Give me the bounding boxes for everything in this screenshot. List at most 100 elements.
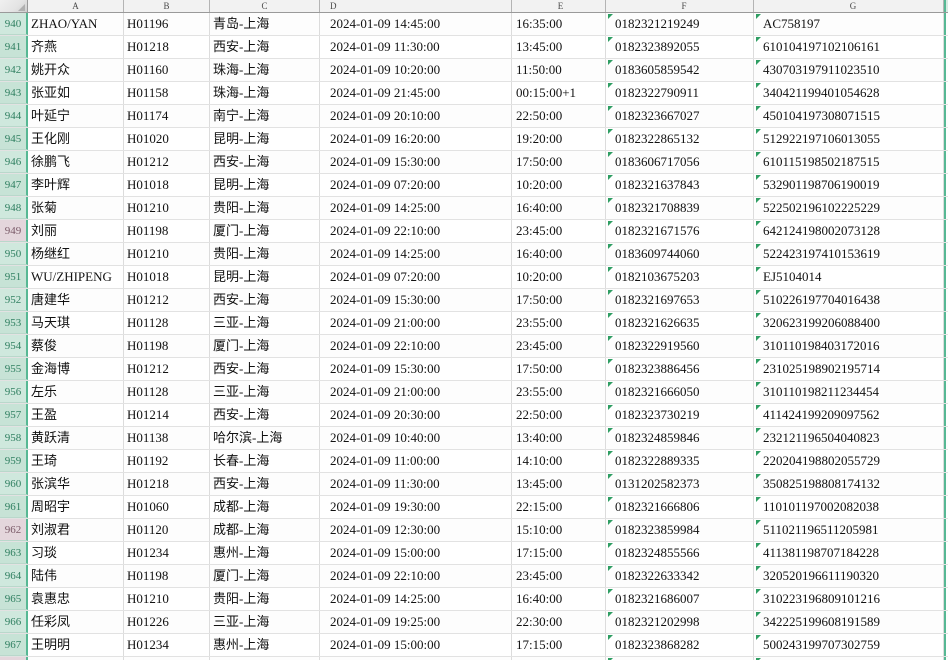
cell-departure-datetime[interactable]: 2024-01-09 11:30:00 <box>320 36 512 58</box>
cell-ticket-number[interactable]: 0182323892055 <box>606 36 754 58</box>
cell-ticket-number[interactable]: 0182322790911 <box>606 82 754 104</box>
cell-id-number[interactable]: 110101197002082038 <box>754 496 944 518</box>
cell-flight-code[interactable]: H01160 <box>124 59 210 81</box>
cell-route[interactable]: 珠海-上海 <box>210 82 320 104</box>
cell-departure-datetime[interactable]: 2024-01-09 15:30:00 <box>320 151 512 173</box>
column-header-e[interactable]: E <box>512 0 606 12</box>
cell-phone-number[interactable]: 13818390 <box>944 335 948 357</box>
cell-route[interactable]: 贵阳-上海 <box>210 197 320 219</box>
cell-flight-code[interactable]: H01210 <box>124 197 210 219</box>
row-header[interactable]: 954 <box>0 335 28 357</box>
table-row[interactable]: 955 金海博 H01212 西安-上海 2024-01-09 15:30:00 17:5… <box>0 358 948 381</box>
cell-flight-code[interactable]: H01234 <box>124 542 210 564</box>
cell-departure-datetime[interactable]: 2024-01-09 14:45:00 <box>320 13 512 35</box>
row-header[interactable]: 942 <box>0 59 28 81</box>
cell-ticket-number[interactable]: 0182321666806 <box>606 496 754 518</box>
row-header[interactable]: 949 <box>0 220 28 242</box>
cell-phone-number[interactable]: 15555361 <box>944 82 948 104</box>
cell-passenger-name[interactable]: 袁惠忠 <box>28 588 124 610</box>
table-row[interactable]: 943 张亚如 H01158 珠海-上海 2024-01-09 21:45:00 00:1… <box>0 82 948 105</box>
cell-ticket-number[interactable]: 0182321626635 <box>606 312 754 334</box>
cell-passenger-name[interactable]: 任彩凤 <box>28 611 124 633</box>
column-header-f[interactable]: F <box>606 0 754 12</box>
row-header[interactable]: 948 <box>0 197 28 219</box>
cell-phone-number[interactable]: 17381460 <box>944 519 948 541</box>
cell-phone-number[interactable]: 13862797 <box>944 312 948 334</box>
cell-route[interactable]: 珠海-上海 <box>210 59 320 81</box>
cell-id-number[interactable]: 310110198403172016 <box>754 335 944 357</box>
cell-phone-number[interactable]: 13459287 <box>944 473 948 495</box>
row-header[interactable]: 955 <box>0 358 28 380</box>
cell-id-number[interactable]: 512922197106013055 <box>754 128 944 150</box>
cell-flight-code[interactable]: H01210 <box>124 588 210 610</box>
cell-route[interactable]: 西安-上海 <box>210 151 320 173</box>
cell-ticket-number[interactable]: 0182321671576 <box>606 220 754 242</box>
cell-arrival-time[interactable]: 16:35:00 <box>512 13 606 35</box>
cell-id-number[interactable]: 500243199707302759 <box>754 634 944 656</box>
cell-id-number[interactable]: 350124199308254021 <box>754 657 944 660</box>
cell-passenger-name[interactable]: 金海博 <box>28 358 124 380</box>
cell-ticket-number[interactable]: 0182321219249 <box>606 13 754 35</box>
cell-arrival-time[interactable]: 23:55:00 <box>512 381 606 403</box>
table-row[interactable]: 961 周昭宇 H01060 成都-上海 2024-01-09 19:30:00 22:1… <box>0 496 948 519</box>
cell-flight-code[interactable]: H01192 <box>124 450 210 472</box>
cell-id-number[interactable]: 411424199209097562 <box>754 404 944 426</box>
cell-departure-datetime[interactable]: 2024-01-09 20:30:00 <box>320 404 512 426</box>
cell-id-number[interactable]: 232121196504040823 <box>754 427 944 449</box>
table-row[interactable]: 957 王盈 H01214 西安-上海 2024-01-09 20:30:00 22:50… <box>0 404 948 427</box>
cell-arrival-time[interactable]: 13:40:00 <box>512 427 606 449</box>
cell-flight-code[interactable]: H01122 <box>124 657 210 660</box>
cell-passenger-name[interactable]: WU/ZHIPENG <box>28 266 124 288</box>
table-row[interactable]: 953 马天琪 H01128 三亚-上海 2024-01-09 21:00:00 23:5… <box>0 312 948 335</box>
cell-id-number[interactable]: 411381198707184228 <box>754 542 944 564</box>
cell-arrival-time[interactable]: 13:45:00 <box>512 36 606 58</box>
table-row[interactable]: 950 杨继红 H01210 贵阳-上海 2024-01-09 14:25:00 16:4… <box>0 243 948 266</box>
cell-route[interactable]: 贵阳-上海 <box>210 243 320 265</box>
cell-departure-datetime[interactable]: 2024-01-09 22:10:00 <box>320 565 512 587</box>
table-row[interactable]: 963 习琰 H01234 惠州-上海 2024-01-09 15:00:00 17:15… <box>0 542 948 565</box>
cell-flight-code[interactable]: H01158 <box>124 82 210 104</box>
cell-passenger-name[interactable]: 张亚如 <box>28 82 124 104</box>
cell-departure-datetime[interactable]: 2024-01-09 12:30:00 <box>320 519 512 541</box>
cell-passenger-name[interactable]: 马天琪 <box>28 312 124 334</box>
cell-phone-number[interactable]: 13781567 <box>944 404 948 426</box>
cell-ticket-number[interactable]: 0183605859542 <box>606 59 754 81</box>
cell-passenger-name[interactable]: 杨继红 <box>28 243 124 265</box>
table-row[interactable]: 966 任彩凤 H01226 三亚-上海 2024-01-09 19:25:00 22:3… <box>0 611 948 634</box>
cell-departure-datetime[interactable]: 2024-01-09 21:45:00 <box>320 82 512 104</box>
row-header[interactable]: 960 <box>0 473 28 495</box>
table-row[interactable]: 947 李叶辉 H01018 昆明-上海 2024-01-09 07:20:00 10:2… <box>0 174 948 197</box>
cell-passenger-name[interactable]: 刘淑君 <box>28 519 124 541</box>
cell-arrival-time[interactable]: 23:55:00 <box>512 312 606 334</box>
cell-departure-datetime[interactable]: 2024-01-09 14:25:00 <box>320 243 512 265</box>
table-row[interactable]: 946 徐鹏飞 H01212 西安-上海 2024-01-09 15:30:00 17:5… <box>0 151 948 174</box>
cell-ticket-number[interactable]: 0182323667027 <box>606 105 754 127</box>
cell-route[interactable]: 厦门-上海 <box>210 565 320 587</box>
cell-phone-number[interactable]: 15655317 <box>944 611 948 633</box>
cell-id-number[interactable]: 511021196511205981 <box>754 519 944 541</box>
cell-passenger-name[interactable]: 张滨华 <box>28 473 124 495</box>
cell-passenger-name[interactable]: 王琦 <box>28 450 124 472</box>
cell-route[interactable]: 厦门-上海 <box>210 335 320 357</box>
cell-id-number[interactable]: 532901198706190019 <box>754 174 944 196</box>
cell-flight-code[interactable]: H01128 <box>124 381 210 403</box>
cell-arrival-time[interactable]: 17:15:00 <box>512 634 606 656</box>
cell-phone-number[interactable]: 18915637 <box>944 565 948 587</box>
row-header[interactable]: 966 <box>0 611 28 633</box>
cell-arrival-time[interactable]: 22:15:00 <box>512 496 606 518</box>
row-header[interactable]: 968 <box>0 657 28 660</box>
cell-arrival-time[interactable]: 14:10:00 <box>512 450 606 472</box>
cell-phone-number[interactable]: 13572958 <box>944 36 948 58</box>
cell-passenger-name[interactable]: 王明明 <box>28 634 124 656</box>
cell-ticket-number[interactable]: 0182321708839 <box>606 197 754 219</box>
cell-departure-datetime[interactable]: 2024-01-09 14:25:00 <box>320 588 512 610</box>
cell-passenger-name[interactable]: 姚开众 <box>28 59 124 81</box>
table-row[interactable]: 956 左乐 H01128 三亚-上海 2024-01-09 21:00:00 23:55… <box>0 381 948 404</box>
row-header[interactable]: 953 <box>0 312 28 334</box>
cell-id-number[interactable]: 231025198902195714 <box>754 358 944 380</box>
cell-ticket-number[interactable]: 0182324855566 <box>606 542 754 564</box>
cell-route[interactable]: 成都-上海 <box>210 519 320 541</box>
cell-ticket-number[interactable]: 0182322919560 <box>606 335 754 357</box>
table-row[interactable]: 949 刘丽 H01198 厦门-上海 2024-01-09 22:10:00 23:45… <box>0 220 948 243</box>
cell-phone-number[interactable]: 18616100 <box>944 197 948 219</box>
